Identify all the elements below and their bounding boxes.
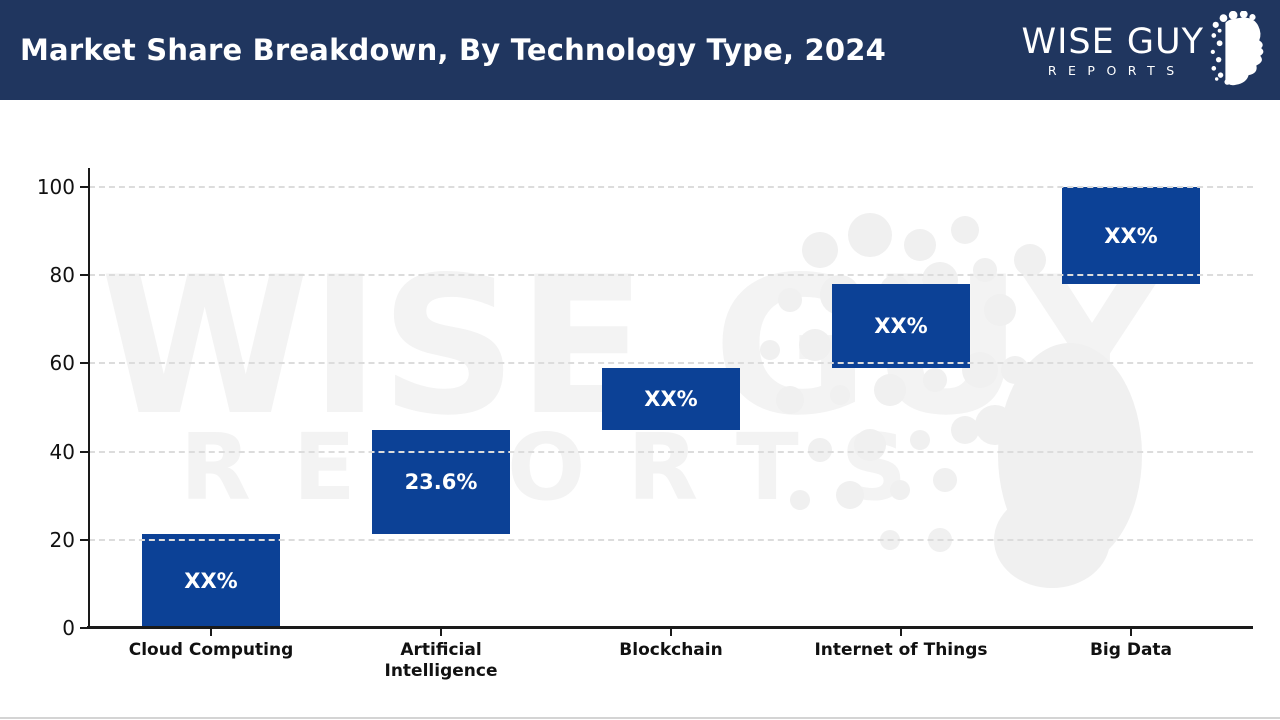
bar: XX% xyxy=(602,367,740,430)
y-tick-label: 0 xyxy=(62,616,75,640)
brand-logo: WISE GUY REPORTS xyxy=(1021,6,1266,94)
y-tick-mark xyxy=(80,450,89,453)
bar: XX% xyxy=(832,284,970,368)
dotted-face-watermark-icon xyxy=(760,213,1142,588)
logo-wordmark-line1: WISE GUY xyxy=(1021,21,1204,62)
dotted-face-profile-icon xyxy=(1210,11,1264,86)
bar-value-label: XX% xyxy=(644,386,698,411)
y-tick-label: 60 xyxy=(49,351,75,376)
header: Market Share Breakdown, By Technology Ty… xyxy=(0,0,1280,100)
y-axis-line xyxy=(88,168,90,628)
x-tick-mark xyxy=(670,629,672,636)
gridline xyxy=(89,362,1253,365)
gridline xyxy=(89,186,1253,188)
gridline xyxy=(89,538,1253,541)
x-category-label: Artificial Intelligence xyxy=(384,640,498,681)
gridline xyxy=(89,450,1253,453)
x-axis-line xyxy=(87,626,1253,629)
logo-wordmark-line2: REPORTS xyxy=(1047,62,1186,78)
bar-value-label: XX% xyxy=(1104,223,1158,248)
bar-value-label: 23.6% xyxy=(404,469,478,494)
x-category-label: Internet of Things xyxy=(814,640,988,660)
y-tick-label: 100 xyxy=(36,175,75,199)
y-tick-mark xyxy=(80,362,89,365)
y-tick-label: 40 xyxy=(49,439,75,464)
bar: XX% xyxy=(1062,187,1200,285)
y-tick-label: 80 xyxy=(49,263,75,288)
watermark-wordmark-line2: REPORTS xyxy=(180,414,950,521)
bar-value-label: XX% xyxy=(184,568,238,593)
y-tick-mark xyxy=(80,274,89,277)
bar: 23.6% xyxy=(372,429,510,534)
x-category-label: Big Data xyxy=(1089,640,1173,660)
x-tick-mark xyxy=(900,629,902,636)
bar-value-label: XX% xyxy=(874,313,928,338)
y-tick-label: 20 xyxy=(49,527,75,552)
bar: XX% xyxy=(142,533,280,628)
x-category-label: Blockchain xyxy=(619,640,723,660)
gridline xyxy=(89,274,1253,277)
logo-wordmark: WISE GUY REPORTS xyxy=(1021,23,1204,78)
y-tick-mark xyxy=(80,186,89,188)
x-category-label: Cloud Computing xyxy=(128,640,294,660)
x-tick-mark xyxy=(440,629,442,636)
x-tick-mark xyxy=(210,629,212,636)
x-tick-mark xyxy=(1130,629,1132,636)
page-title: Market Share Breakdown, By Technology Ty… xyxy=(20,33,887,67)
y-tick-mark xyxy=(80,627,89,629)
bottom-border xyxy=(0,717,1280,719)
y-tick-mark xyxy=(80,538,89,541)
